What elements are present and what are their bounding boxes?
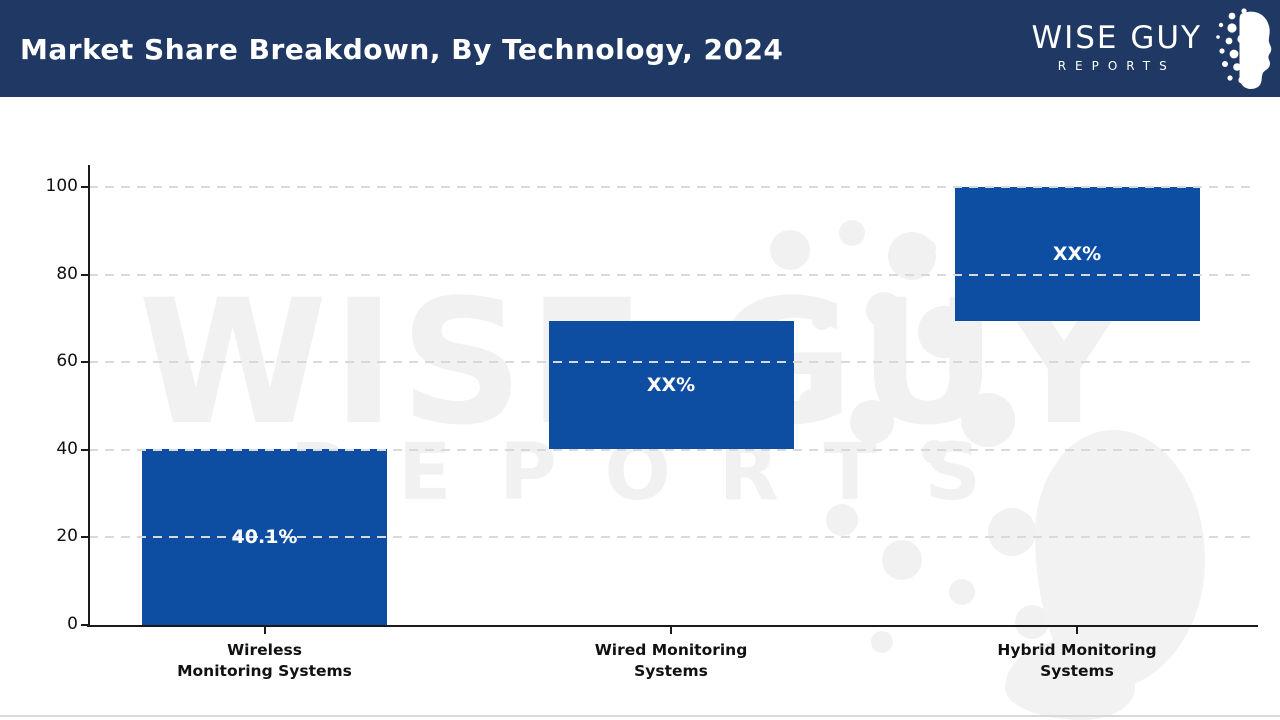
y-tick-label-0: 0	[67, 614, 78, 634]
y-tick-80	[81, 273, 89, 276]
y-tick-label-60: 60	[56, 351, 78, 372]
x-category-label: Wired Monitoring Systems	[594, 641, 748, 680]
x-tick-0	[263, 627, 266, 634]
gridline-80	[89, 273, 1255, 276]
gridline-100	[89, 186, 1255, 188]
bar-value-label: XX%	[646, 374, 696, 397]
watermark-dot	[882, 540, 922, 580]
header-bar: Market Share Breakdown, By Technology, 2…	[0, 0, 1280, 97]
gridline-60	[89, 361, 1255, 364]
y-tick-label-20: 20	[56, 526, 78, 547]
y-tick-0	[81, 624, 89, 626]
watermark-dot	[920, 240, 936, 256]
y-axis-line	[88, 165, 90, 627]
y-tick-20	[81, 536, 89, 539]
logo-wordmark: WISE GUY	[1031, 20, 1202, 56]
wiseguy-face-icon	[1216, 8, 1272, 89]
wiseguy-logo: WISE GUY REPORTS	[1012, 4, 1272, 94]
footer-divider	[0, 715, 1280, 717]
gridline-20	[89, 536, 1255, 539]
y-tick-100	[81, 186, 89, 188]
bar-value-label: 40.1%	[231, 526, 298, 549]
watermark-dot	[949, 359, 967, 377]
y-tick-60	[81, 361, 89, 364]
watermark-dot	[839, 220, 865, 246]
x-tick-1	[670, 627, 672, 634]
watermark-dot	[799, 389, 825, 415]
y-tick-label-100: 100	[45, 176, 78, 196]
chart-title: Market Share Breakdown, By Technology, 2…	[20, 33, 784, 66]
watermark-face-blob	[1005, 640, 1135, 720]
y-tick-label-40: 40	[56, 438, 78, 459]
bar-segment	[954, 187, 1200, 322]
watermark-dot	[850, 400, 894, 444]
x-category-label: Wireless Monitoring Systems	[177, 641, 352, 680]
watermark-dot	[770, 230, 810, 270]
logo-text: WISE GUY REPORTS	[1031, 20, 1202, 73]
logo-subtitle: REPORTS	[1057, 59, 1176, 73]
watermark-dot	[866, 292, 902, 328]
watermark-dot	[922, 440, 946, 464]
watermark-dot	[812, 310, 832, 330]
watermark-dot	[949, 579, 975, 605]
x-tick-2	[1076, 627, 1078, 634]
y-tick-40	[81, 448, 89, 451]
bar-segment	[548, 321, 794, 450]
watermark-dot	[988, 508, 1036, 556]
y-tick-label-80: 80	[56, 263, 78, 284]
watermark-dot	[871, 631, 893, 653]
x-category-label: Hybrid Monitoring Systems	[997, 641, 1157, 680]
watermark-dot	[961, 393, 1015, 447]
watermark-dot	[826, 504, 858, 536]
x-axis-line	[87, 625, 1258, 627]
gridline-40	[89, 448, 1255, 451]
bar-value-label: XX%	[1052, 243, 1102, 265]
